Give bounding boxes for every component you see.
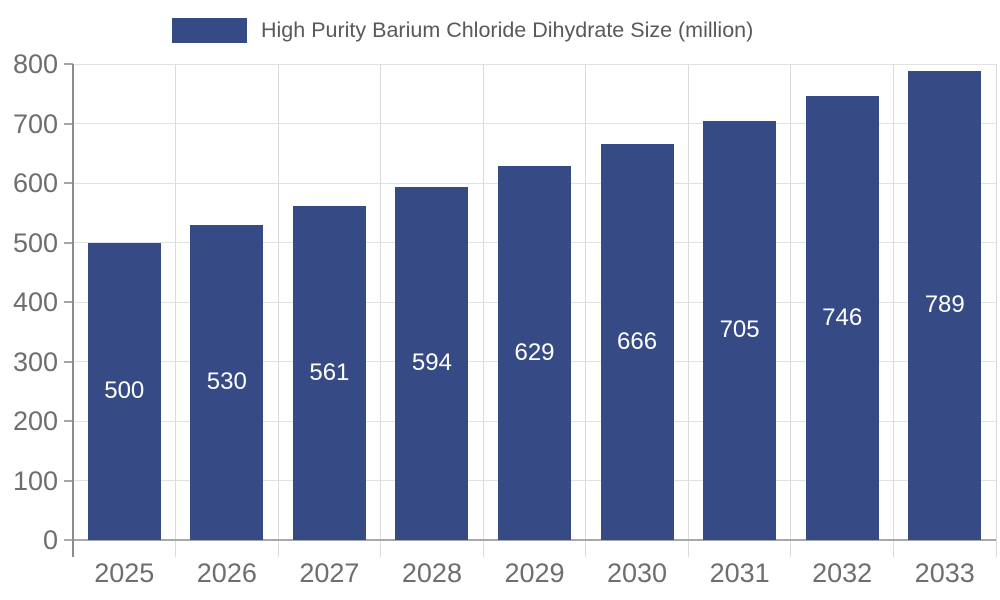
bar-value-label: 530 [206, 368, 247, 396]
legend[interactable]: High Purity Barium Chloride Dihydrate Si… [172, 18, 753, 43]
y-axis-tick [64, 63, 73, 65]
y-tick-label: 600 [12, 168, 58, 198]
x-tick-label-2028: 2028 [401, 558, 462, 588]
gridline [175, 64, 177, 557]
y-tick-label: 700 [12, 108, 58, 139]
gridline [277, 64, 279, 557]
bar-value-label: 746 [822, 304, 863, 332]
y-axis-tick [64, 420, 73, 422]
y-axis-tick [64, 360, 73, 363]
bar-value-label: 594 [411, 349, 452, 377]
gridline [995, 64, 997, 557]
y-tick-label: 0 [42, 525, 58, 555]
bar-2027[interactable]: 561 [292, 206, 366, 540]
legend-swatch[interactable] [172, 18, 247, 43]
bar-2028[interactable]: 594 [395, 186, 469, 540]
bar-2033[interactable]: 789 [908, 70, 982, 540]
y-tick-label: 500 [12, 227, 58, 258]
bar-value-label: 705 [719, 316, 760, 344]
bar-value-label: 629 [514, 338, 555, 366]
x-tick-label-2031: 2031 [709, 558, 770, 588]
x-tick-label-2029: 2029 [504, 558, 565, 588]
y-axis-tick [64, 479, 73, 482]
bar-value-label: 561 [309, 359, 350, 387]
gridline [380, 64, 382, 557]
gridline [73, 123, 996, 124]
x-tick-label-2030: 2030 [607, 558, 668, 588]
y-tick-label: 100 [12, 465, 58, 496]
y-axis-tick [64, 301, 73, 303]
legend-label: High Purity Barium Chloride Dihydrate Si… [261, 18, 754, 42]
bar-2030[interactable]: 666 [600, 143, 674, 540]
x-tick-label-2025: 2025 [94, 558, 155, 588]
y-axis-line [72, 64, 74, 557]
y-tick-label: 300 [12, 346, 58, 377]
gridline [790, 64, 792, 557]
y-tick-label: 200 [12, 406, 58, 436]
x-tick-label-2027: 2027 [299, 558, 360, 588]
x-tick-label-2033: 2033 [914, 558, 975, 588]
bar-2032[interactable]: 746 [805, 96, 879, 540]
bar-value-label: 500 [104, 377, 145, 405]
x-axis-line [64, 539, 996, 541]
gridline [73, 63, 996, 65]
gridline [892, 64, 894, 557]
y-axis-tick [64, 182, 73, 184]
bar-2025[interactable]: 500 [87, 242, 161, 540]
gridline [585, 64, 587, 557]
bar-value-label: 789 [924, 291, 965, 319]
y-axis-tick [64, 122, 73, 125]
bar-2026[interactable]: 530 [190, 224, 264, 540]
gridline [482, 64, 484, 557]
y-tick-label: 400 [12, 287, 58, 317]
bar-2029[interactable]: 629 [498, 165, 571, 540]
y-tick-label: 800 [12, 49, 58, 79]
bar-value-label: 666 [617, 327, 658, 355]
x-tick-label-2026: 2026 [196, 558, 257, 588]
gridline [687, 64, 689, 557]
y-axis-tick [64, 241, 73, 244]
bar-2031[interactable]: 705 [703, 120, 777, 540]
x-tick-label-2032: 2032 [812, 558, 873, 588]
